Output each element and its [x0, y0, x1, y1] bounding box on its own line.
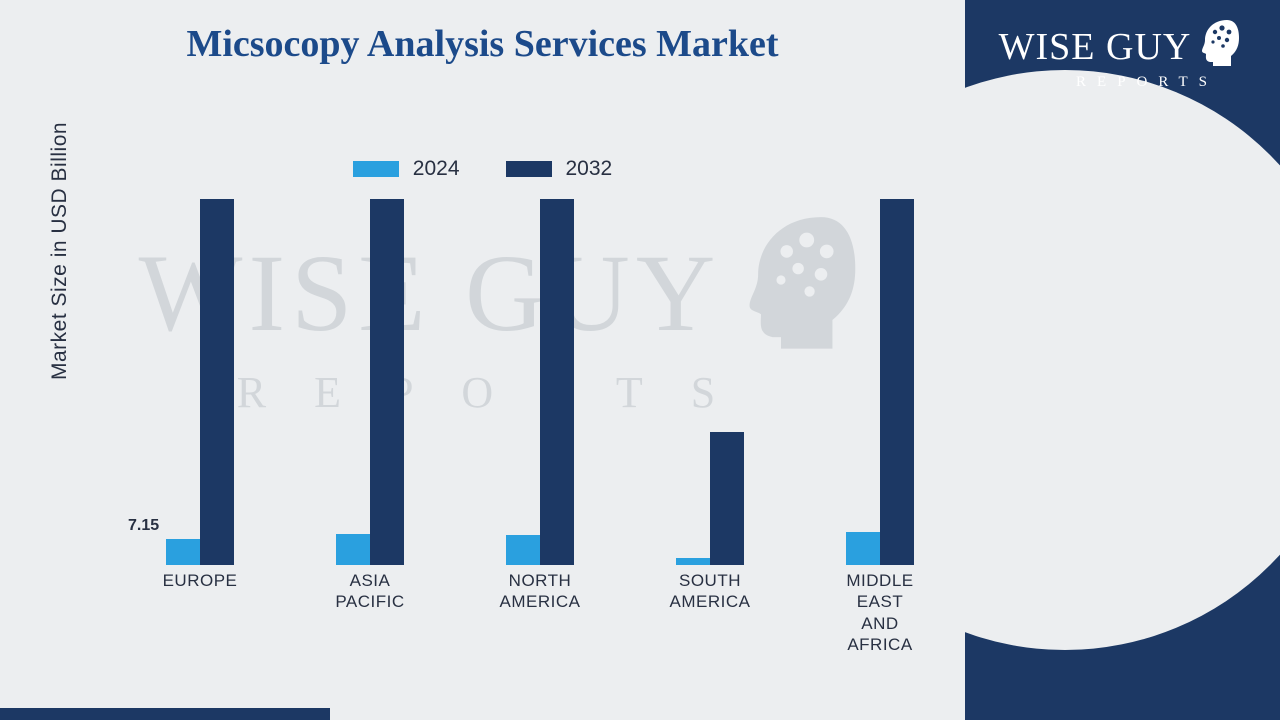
brand-logo-main: WISE GUY — [980, 18, 1260, 76]
brand-logo-text: WISE GUY — [999, 25, 1192, 69]
bar — [710, 432, 744, 565]
bar — [540, 199, 574, 565]
bar — [506, 535, 540, 565]
bar — [370, 199, 404, 565]
plot-area: 7.15 — [120, 195, 955, 565]
footer-accent-bar — [0, 708, 330, 720]
legend-label-2032: 2032 — [566, 157, 613, 181]
bar — [166, 539, 200, 565]
bar — [200, 199, 234, 565]
bar — [880, 199, 914, 565]
brand-panel — [965, 0, 1280, 720]
brand-logo-sub: REPORTS — [980, 74, 1218, 91]
bar-group — [676, 432, 744, 565]
bar-value-label: 7.15 — [128, 517, 159, 535]
legend-swatch-2032 — [506, 161, 552, 177]
bar — [336, 534, 370, 565]
x-axis-label: ASIAPACIFIC — [310, 570, 430, 613]
legend-swatch-2024 — [353, 161, 399, 177]
bar — [846, 532, 880, 565]
x-axis-label: MIDDLEEASTANDAFRICA — [820, 570, 940, 655]
bar — [676, 558, 710, 565]
bar-group — [846, 199, 914, 565]
bar-group — [506, 199, 574, 565]
chart-stage: WISE GUY REPORTS Micsocopy Analysis Serv… — [0, 0, 1280, 720]
x-axis-labels: EUROPE ASIAPACIFIC NORTHAMERICA SOUTHAMERIC… — [120, 570, 955, 690]
legend-item-2032: 2032 — [506, 157, 613, 181]
legend: 2024 2032 — [0, 157, 965, 181]
legend-label-2024: 2024 — [413, 157, 460, 181]
bar-group — [336, 199, 404, 565]
chart-title: Micsocopy Analysis Services Market — [0, 22, 965, 66]
x-axis-label: EUROPE — [140, 570, 260, 591]
bar-chart: 7.15 — [120, 195, 955, 565]
legend-item-2024: 2024 — [353, 157, 460, 181]
head-icon — [1199, 18, 1241, 76]
y-axis-label: Market Size in USD Billion — [48, 122, 72, 380]
x-axis-label: NORTHAMERICA — [480, 570, 600, 613]
brand-logo: WISE GUY REPORTS — [980, 18, 1260, 91]
x-axis-label: SOUTHAMERICA — [650, 570, 770, 613]
bar-group — [166, 199, 234, 565]
